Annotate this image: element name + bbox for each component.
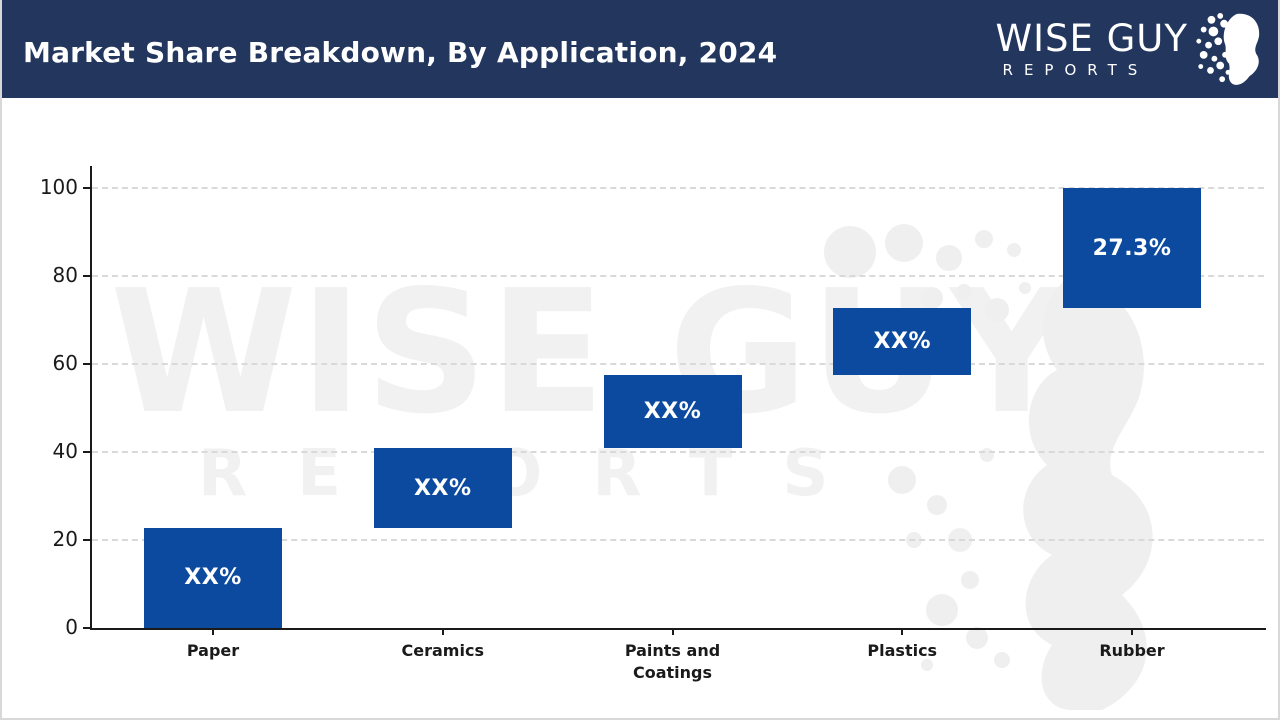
y-tick-mark: [83, 275, 90, 277]
gridline: [92, 187, 1264, 189]
bar: XX%: [144, 527, 282, 628]
y-tick-mark: [83, 451, 90, 453]
y-tick-mark: [83, 539, 90, 541]
y-tick-label: 0: [65, 615, 78, 639]
x-tick-mark: [671, 629, 674, 635]
y-tick-mark: [83, 363, 90, 365]
logo-text: WISE GUY REPORTS: [996, 20, 1188, 79]
bar-value-label: 27.3%: [1092, 235, 1172, 261]
x-tick-mark: [1131, 629, 1133, 635]
bar: XX%: [833, 308, 972, 375]
y-tick-label: 100: [39, 175, 78, 199]
logo-wordmark: WISE GUY: [995, 16, 1188, 60]
x-axis-line: [90, 628, 1266, 630]
x-axis-label: Paints and Coatings: [624, 641, 721, 682]
y-axis-line: [90, 166, 92, 630]
y-tick-label: 60: [52, 351, 78, 375]
x-tick-mark: [441, 629, 444, 635]
header: Market Share Breakdown, By Application, …: [2, 0, 1278, 98]
gridline: [92, 275, 1264, 277]
watermark-face-graphic: [824, 224, 1153, 710]
y-tick-mark: [83, 627, 90, 629]
bar-value-label: XX%: [873, 329, 931, 355]
y-tick-label: 20: [52, 527, 78, 551]
gridline: [92, 363, 1264, 365]
gridline: [92, 451, 1264, 453]
y-tick-label: 80: [52, 263, 78, 287]
x-axis-label: Ceramics: [401, 641, 484, 660]
y-tick-mark: [83, 187, 90, 189]
x-tick-mark: [901, 629, 904, 635]
bar-value-label: XX%: [184, 565, 242, 591]
brand-logo: WISE GUY REPORTS: [996, 10, 1268, 88]
logo-subtitle: REPORTS: [1002, 60, 1149, 79]
bar: XX%: [373, 448, 512, 528]
bar-value-label: XX%: [414, 475, 472, 501]
bar: XX%: [603, 375, 742, 449]
page-title: Market Share Breakdown, By Application, …: [23, 35, 778, 69]
x-axis-label: Plastics: [867, 641, 938, 660]
dotted-face-icon: [1196, 13, 1260, 85]
x-axis-label: Rubber: [1099, 641, 1165, 660]
bar-value-label: XX%: [643, 399, 702, 425]
y-tick-label: 40: [52, 439, 78, 463]
bar: 27.3%: [1063, 188, 1201, 309]
x-axis-label: Paper: [186, 641, 240, 660]
x-tick-mark: [212, 629, 214, 635]
gridline: [92, 539, 1264, 541]
